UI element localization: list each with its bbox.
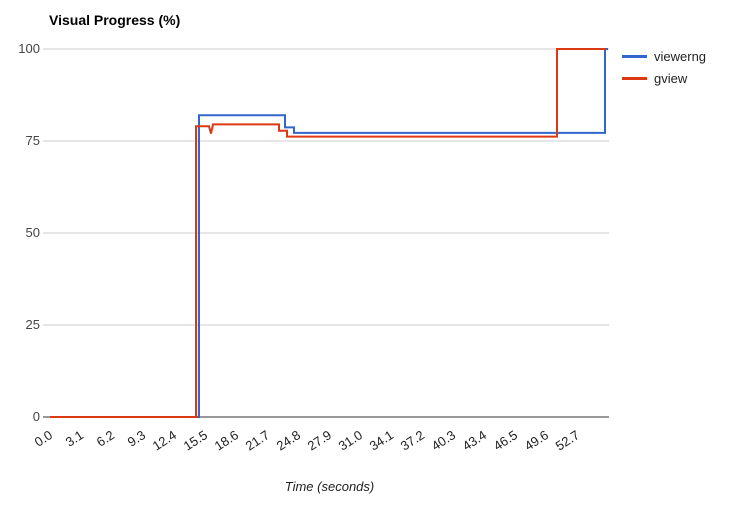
legend-item-gview[interactable]: gview <box>622 67 706 89</box>
legend-label-viewerng: viewerng <box>654 48 707 64</box>
x-axis-title: Time (seconds) <box>284 479 375 494</box>
legend: viewerng gview <box>622 45 706 89</box>
chart-title: Visual Progress (%) <box>49 12 181 28</box>
legend-item-viewerng[interactable]: viewerng <box>622 45 706 67</box>
y-tick-label-50: 50 <box>25 225 40 240</box>
y-tick-label-75: 75 <box>25 133 40 148</box>
legend-swatch-viewerng-icon <box>622 54 647 58</box>
y-tick-label-25: 25 <box>25 317 40 332</box>
legend-label-gview: gview <box>654 70 688 86</box>
y-tick-label-100: 100 <box>18 41 40 56</box>
y-tick-label-0: 0 <box>32 409 40 424</box>
legend-swatch-gview-icon <box>622 76 647 80</box>
series-line-gview[interactable] <box>50 48 605 418</box>
series-line-viewerng[interactable] <box>50 48 608 418</box>
